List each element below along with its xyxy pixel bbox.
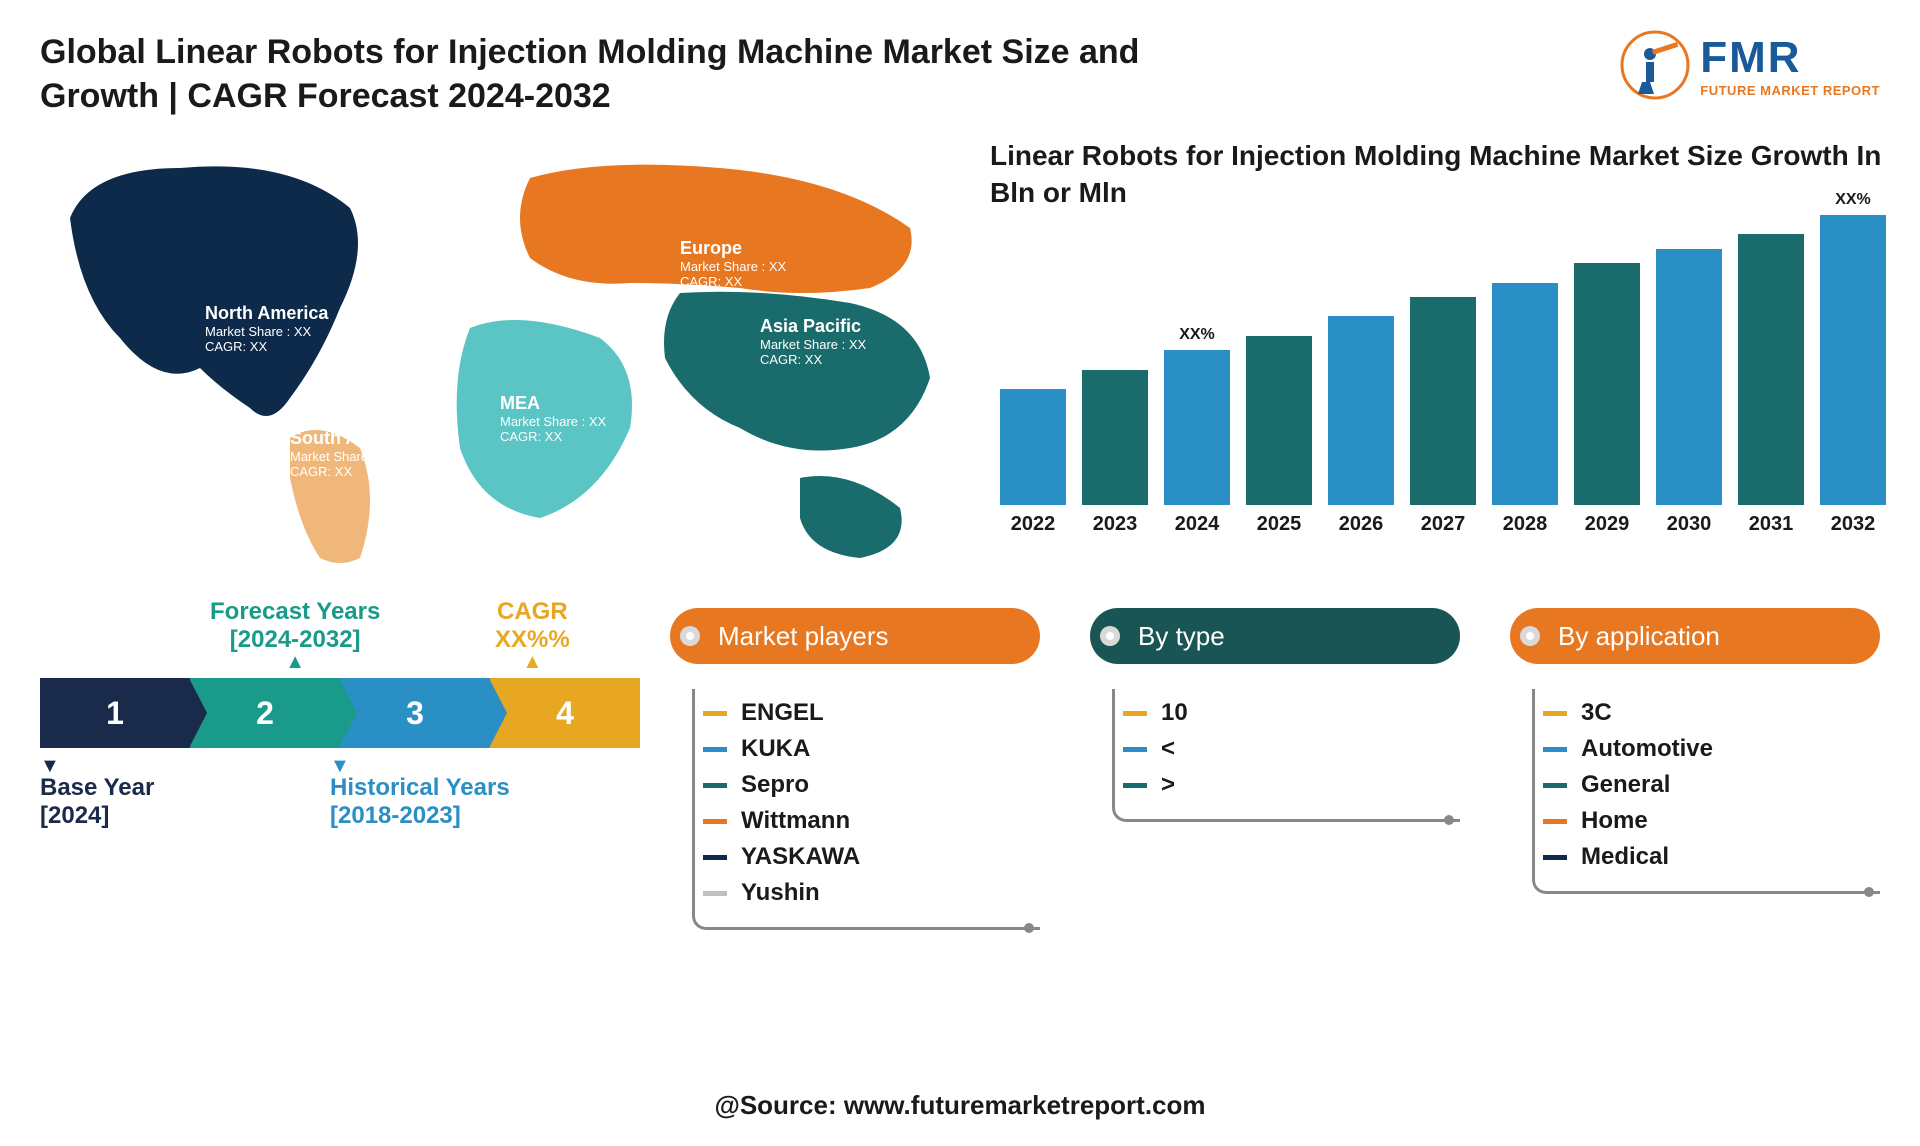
list-column: By type 10<> (1090, 608, 1460, 930)
list-item: 3C (1543, 695, 1880, 731)
bar (1082, 370, 1148, 505)
list-item: > (1123, 767, 1460, 803)
bar-year-label: 2027 (1421, 513, 1466, 536)
list-item: General (1543, 767, 1880, 803)
list-item: Yushin (703, 875, 1040, 911)
bar (1246, 336, 1312, 505)
bottom-row: Forecast Years[2024-2032]▲CAGRXX%%▲ 1234… (40, 608, 1880, 930)
list-item: Home (1543, 803, 1880, 839)
source-text: @Source: www.futuremarketreport.com (714, 1090, 1205, 1121)
bar (1328, 316, 1394, 505)
list-item: 10 (1123, 695, 1460, 731)
bar-wrap: 2026 (1328, 316, 1394, 536)
bar (1574, 263, 1640, 505)
bar-wrap: XX% 2032 (1820, 215, 1886, 536)
bar-wrap: 2028 (1492, 283, 1558, 537)
world-map: North AmericaMarket Share : XXCAGR: XX So… (40, 138, 960, 568)
bar-year-label: 2031 (1749, 513, 1794, 536)
column-header-pill: Market players (670, 608, 1040, 664)
list-item: < (1123, 731, 1460, 767)
map-region-label: EuropeMarket Share : XXCAGR: XX (680, 238, 786, 289)
map-region-label: North AmericaMarket Share : XXCAGR: XX (205, 303, 328, 354)
bar-year-label: 2032 (1831, 513, 1876, 536)
timeline-upper-label: CAGRXX%%▲ (495, 598, 570, 670)
list-items-box: 10<> (1112, 689, 1460, 822)
timeline-segment: 2 (190, 678, 340, 748)
map-region-label: MEAMarket Share : XXCAGR: XX (500, 393, 606, 444)
list-items-box: ENGELKUKASeproWittmannYASKAWAYushin (692, 689, 1040, 930)
list-item: KUKA (703, 731, 1040, 767)
column-header-pill: By application (1510, 608, 1880, 664)
timeline: Forecast Years[2024-2032]▲CAGRXX%%▲ 1234… (40, 608, 640, 930)
bar-year-label: 2028 (1503, 513, 1548, 536)
bar-wrap: 2029 (1574, 263, 1640, 536)
timeline-lower-label: ▼Historical Years[2018-2023] (330, 758, 510, 830)
chart-title: Linear Robots for Injection Molding Mach… (990, 138, 1886, 211)
timeline-upper-label: Forecast Years[2024-2032]▲ (210, 598, 380, 670)
list-column: By application 3CAutomotiveGeneralHomeMed… (1510, 608, 1880, 930)
logo-sub-text: FUTURE MARKET REPORT (1700, 83, 1880, 98)
bar-year-label: 2026 (1339, 513, 1384, 536)
bar-year-label: 2024 (1175, 513, 1220, 536)
timeline-segment: 3 (340, 678, 490, 748)
bar-year-label: 2030 (1667, 513, 1712, 536)
growth-chart: Linear Robots for Injection Molding Mach… (990, 138, 1886, 568)
list-column: Market players ENGELKUKASeproWittmannYASK… (670, 608, 1040, 930)
bar (1492, 283, 1558, 506)
bar-wrap: 2025 (1246, 336, 1312, 536)
top-row: North AmericaMarket Share : XXCAGR: XX So… (40, 138, 1880, 568)
column-header-pill: By type (1090, 608, 1460, 664)
timeline-lower-label: ▼Base Year[2024] (40, 758, 154, 830)
list-item: Sepro (703, 767, 1040, 803)
bar (1000, 389, 1066, 505)
bar (1656, 249, 1722, 505)
bar (1410, 297, 1476, 505)
list-items-box: 3CAutomotiveGeneralHomeMedical (1532, 689, 1880, 894)
header: Global Linear Robots for Injection Moldi… (40, 30, 1880, 118)
bar-wrap: 2030 (1656, 249, 1722, 536)
list-item: Medical (1543, 839, 1880, 875)
logo-main-text: FMR (1700, 33, 1880, 83)
bar: XX% (1820, 215, 1886, 505)
telescope-person-icon (1620, 30, 1690, 100)
map-region-label: Asia PacificMarket Share : XXCAGR: XX (760, 316, 866, 367)
bar: XX% (1164, 350, 1230, 505)
timeline-segment: 1 (40, 678, 190, 748)
bar-year-label: 2025 (1257, 513, 1302, 536)
page-title: Global Linear Robots for Injection Moldi… (40, 30, 1240, 118)
list-item: Automotive (1543, 731, 1880, 767)
list-item: YASKAWA (703, 839, 1040, 875)
timeline-segment: 4 (490, 678, 640, 748)
bar-year-label: 2023 (1093, 513, 1138, 536)
bar-wrap: 2022 (1000, 389, 1066, 536)
bar-wrap: 2027 (1410, 297, 1476, 536)
list-item: ENGEL (703, 695, 1040, 731)
bar-year-label: 2029 (1585, 513, 1630, 536)
bar (1738, 234, 1804, 505)
bar-container: 2022 2023 XX% 2024 2025 2026 2027 2028 2029 2030 2… (990, 226, 1886, 536)
map-region-label: South AmericaMarket Share : XXCAGR: XX (290, 428, 416, 479)
bar-year-label: 2022 (1011, 513, 1056, 536)
bar-wrap: 2031 (1738, 234, 1804, 536)
logo: FMR FUTURE MARKET REPORT (1620, 30, 1880, 100)
bar-wrap: 2023 (1082, 370, 1148, 536)
bar-wrap: XX% 2024 (1164, 350, 1230, 536)
timeline-bar: 1234 (40, 678, 640, 748)
list-item: Wittmann (703, 803, 1040, 839)
